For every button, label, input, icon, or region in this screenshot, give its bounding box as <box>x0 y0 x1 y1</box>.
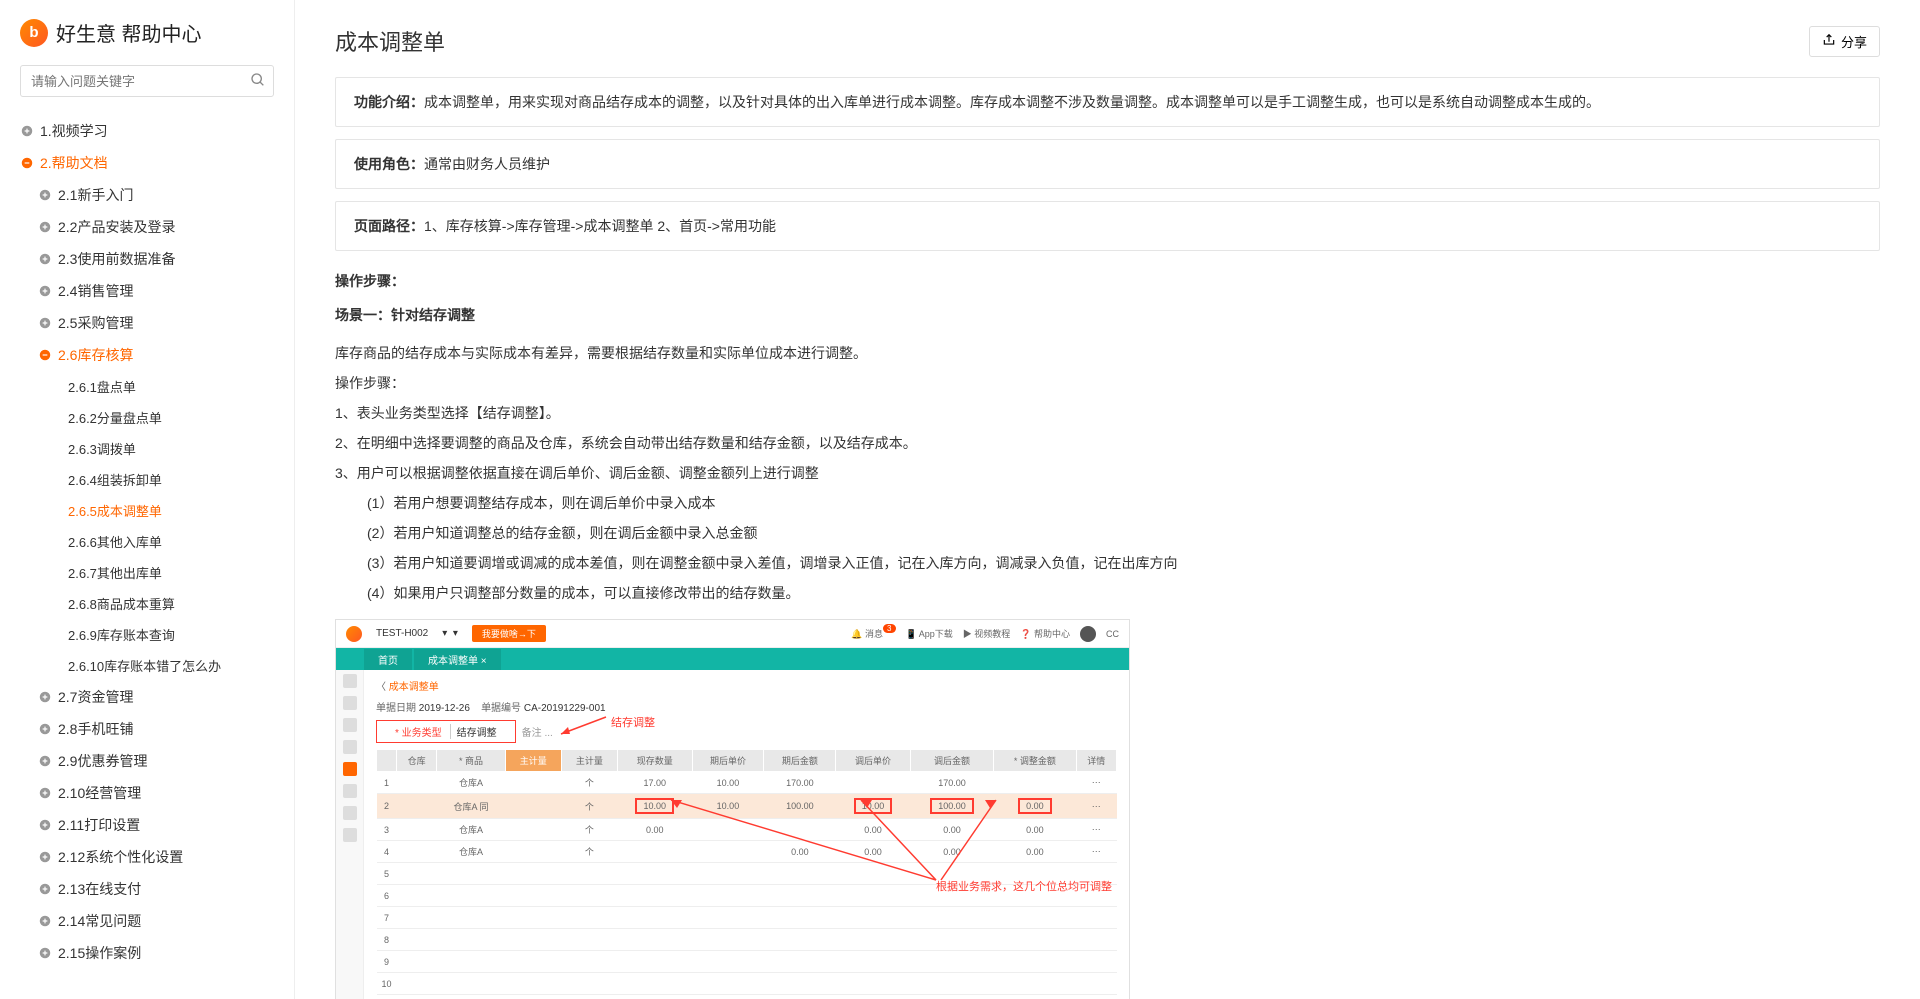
nav-2-14[interactable]: 2.14常见问题 <box>20 905 274 937</box>
search-icon[interactable] <box>250 72 266 88</box>
shot-logo-icon <box>346 626 362 642</box>
steps-label: 操作步骤： <box>335 369 1880 397</box>
step-2: 2、在明细中选择要调整的商品及仓库，系统会自动带出结存数量和结存金额，以及结存成… <box>335 429 1880 457</box>
nav-2-11[interactable]: 2.11打印设置 <box>20 809 274 841</box>
step-3-1: (1）若用户想要调整结存成本，则在调后单价中录入成本 <box>335 489 1880 517</box>
plus-circle-icon <box>38 690 52 704</box>
table-row: 3仓库A个0.000.000.000.00⋯ <box>377 819 1117 841</box>
intro-box: 功能介绍：成本调整单，用来实现对商品结存成本的调整，以及针对具体的出入库单进行成… <box>335 77 1880 127</box>
nav-2-10[interactable]: 2.10经营管理 <box>20 777 274 809</box>
article-content: 操作步骤： 场景一：针对结存调整 库存商品的结存成本与实际成本有差异，需要根据结… <box>335 271 1880 999</box>
role-box: 使用角色：通常由财务人员维护 <box>335 139 1880 189</box>
minus-circle-icon <box>38 348 52 362</box>
sidebar: b 好生意 帮助中心 1.视频学习 2.帮助文档 2.1新手入门 2.2产品安装… <box>0 0 295 999</box>
share-icon <box>1822 33 1836 50</box>
nav-2-6-8[interactable]: 2.6.8商品成本重算 <box>20 588 274 619</box>
plus-circle-icon <box>38 946 52 960</box>
nav-2-6-4[interactable]: 2.6.4组装拆卸单 <box>20 464 274 495</box>
nav-2-6-6[interactable]: 2.6.6其他入库单 <box>20 526 274 557</box>
shot-tab-cost: 成本调整单 × <box>414 649 501 670</box>
nav-2-12[interactable]: 2.12系统个性化设置 <box>20 841 274 873</box>
plus-circle-icon <box>38 316 52 330</box>
share-button[interactable]: 分享 <box>1809 26 1880 57</box>
plus-circle-icon <box>38 914 52 928</box>
nav-2-6-3[interactable]: 2.6.3调拨单 <box>20 433 274 464</box>
step-3-3: (3）若用户知道要调增或调减的成本差值，则在调整金额中录入差值，调增录入正值，记… <box>335 549 1880 577</box>
nav-2-8[interactable]: 2.8手机旺铺 <box>20 713 274 745</box>
main-content: 成本调整单 分享 功能介绍：成本调整单，用来实现对商品结存成本的调整，以及针对具… <box>295 0 1920 999</box>
path-box: 页面路径：1、库存核算->库存管理->成本调整单 2、首页->常用功能 <box>335 201 1880 251</box>
nav-2-7[interactable]: 2.7资金管理 <box>20 681 274 713</box>
plus-circle-icon <box>38 284 52 298</box>
step-3-4: (4）如果用户只调整部分数量的成本，可以直接修改带出的结存数量。 <box>335 579 1880 607</box>
nav-2-15[interactable]: 2.15操作案例 <box>20 937 274 969</box>
search-input[interactable] <box>20 65 274 97</box>
nav-help-docs[interactable]: 2.帮助文档 <box>20 147 274 179</box>
step-3-2: (2）若用户知道调整总的结存金额，则在调后金额中录入总金额 <box>335 519 1880 547</box>
page-title: 成本调整单 <box>335 25 445 57</box>
shot-tenant: TEST-H002 <box>376 628 428 639</box>
logo-text: 好生意 帮助中心 <box>56 18 202 47</box>
table-row: 9 <box>377 951 1117 973</box>
step-1: 1、表头业务类型选择【结存调整】。 <box>335 399 1880 427</box>
nav-2-13[interactable]: 2.13在线支付 <box>20 873 274 905</box>
table-row: 2仓库A 同个10.0010.00100.0010.00100.000.00⋯ <box>377 794 1117 819</box>
table-row: 4仓库A个0.000.000.000.00⋯ <box>377 841 1117 863</box>
shot-topbar: TEST-H002 ▾ ▾ 我要做啥→下 🔔 消息3 📱 App下载 ▶ 视频教… <box>336 620 1129 648</box>
nav-2-6-9[interactable]: 2.6.9库存账本查询 <box>20 619 274 650</box>
search-box <box>20 65 274 97</box>
plus-circle-icon <box>38 722 52 736</box>
plus-circle-icon <box>38 882 52 896</box>
shot-left-rail <box>336 670 364 999</box>
nav-2-6[interactable]: 2.6库存核算 <box>20 339 274 371</box>
shot-action-button: 我要做啥→下 <box>472 625 546 642</box>
nav-2-6-10[interactable]: 2.6.10库存账本错了怎么办 <box>20 650 274 681</box>
scene1-heading: 场景一：针对结存调整 <box>335 305 1880 325</box>
plus-circle-icon <box>20 124 34 138</box>
steps-heading: 操作步骤： <box>335 271 1880 291</box>
scene1-desc: 库存商品的结存成本与实际成本有差异，需要根据结存数量和实际单位成本进行调整。 <box>335 339 1880 367</box>
nav-2-3[interactable]: 2.3使用前数据准备 <box>20 243 274 275</box>
nav-2-6-5[interactable]: 2.6.5成本调整单 <box>20 495 274 526</box>
table-row: 11 <box>377 995 1117 999</box>
table-row: 10 <box>377 973 1117 995</box>
plus-circle-icon <box>38 252 52 266</box>
nav-2-6-1[interactable]: 2.6.1盘点单 <box>20 371 274 402</box>
table-row: 8 <box>377 929 1117 951</box>
plus-circle-icon <box>38 786 52 800</box>
minus-circle-icon <box>20 156 34 170</box>
logo-icon: b <box>20 19 48 47</box>
table-row: 1仓库A个17.0010.00170.00170.00⋯ <box>377 772 1117 794</box>
plus-circle-icon <box>38 850 52 864</box>
table-row: 7 <box>377 907 1117 929</box>
plus-circle-icon <box>38 754 52 768</box>
plus-circle-icon <box>38 818 52 832</box>
nav-2-4[interactable]: 2.4销售管理 <box>20 275 274 307</box>
plus-circle-icon <box>38 220 52 234</box>
nav-video-learning[interactable]: 1.视频学习 <box>20 115 274 147</box>
shot-tab-bar: 首页 成本调整单 × <box>336 648 1129 670</box>
shot-data-table: 仓库* 商品主计量主计量现存数量期后单价期后金额调后单价调后金额* 调整金额详情… <box>376 749 1117 999</box>
nav-2-9[interactable]: 2.9优惠券管理 <box>20 745 274 777</box>
shot-tab-home: 首页 <box>364 649 412 670</box>
annotation-1: 结存调整 <box>611 714 655 730</box>
step-3: 3、用户可以根据调整依据直接在调后单价、调后金额、调整金额列上进行调整 <box>335 459 1880 487</box>
logo[interactable]: b 好生意 帮助中心 <box>20 18 274 47</box>
plus-circle-icon <box>38 188 52 202</box>
nav-2-6-7[interactable]: 2.6.7其他出库单 <box>20 557 274 588</box>
nav-2-6-2[interactable]: 2.6.2分量盘点单 <box>20 402 274 433</box>
screenshot-figure: TEST-H002 ▾ ▾ 我要做啥→下 🔔 消息3 📱 App下载 ▶ 视频教… <box>335 619 1130 999</box>
nav-2-1[interactable]: 2.1新手入门 <box>20 179 274 211</box>
annotation-2: 根据业务需求，这几个位总均可调整 <box>936 878 1112 894</box>
nav-2-2[interactable]: 2.2产品安装及登录 <box>20 211 274 243</box>
avatar-icon <box>1080 626 1096 642</box>
nav-2-5[interactable]: 2.5采购管理 <box>20 307 274 339</box>
